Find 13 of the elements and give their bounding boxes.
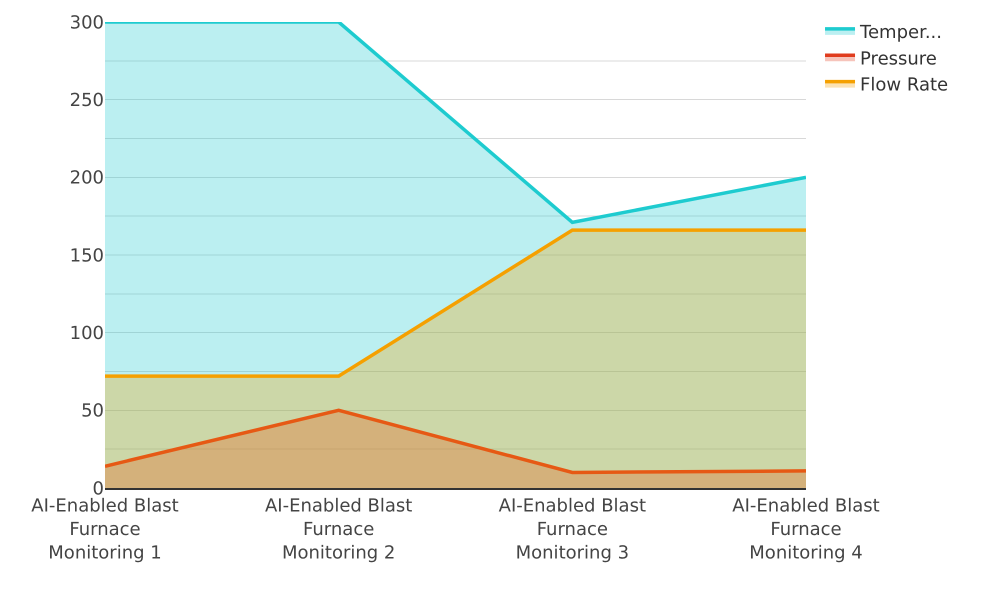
x-tick-label: AI-Enabled Blast Furnace Monitoring 2 [264, 496, 412, 564]
y-tick-label: 250 [70, 90, 104, 111]
legend-label: Pressure [860, 48, 937, 70]
legend-label: Temper... [859, 22, 942, 43]
y-tick-label: 50 [81, 400, 104, 422]
x-tick-label: AI-Enabled Blast Furnace Monitoring 3 [498, 496, 646, 564]
y-tick-label: 200 [70, 168, 104, 189]
y-tick-label: 300 [70, 12, 104, 34]
x-tick-label: AI-Enabled Blast Furnace Monitoring 4 [732, 496, 880, 564]
x-tick-label: AI-Enabled Blast Furnace Monitoring 1 [31, 496, 179, 564]
legend-label: Flow Rate [860, 74, 948, 96]
y-tick-label: 150 [70, 245, 104, 266]
y-tick-label: 100 [70, 322, 104, 344]
